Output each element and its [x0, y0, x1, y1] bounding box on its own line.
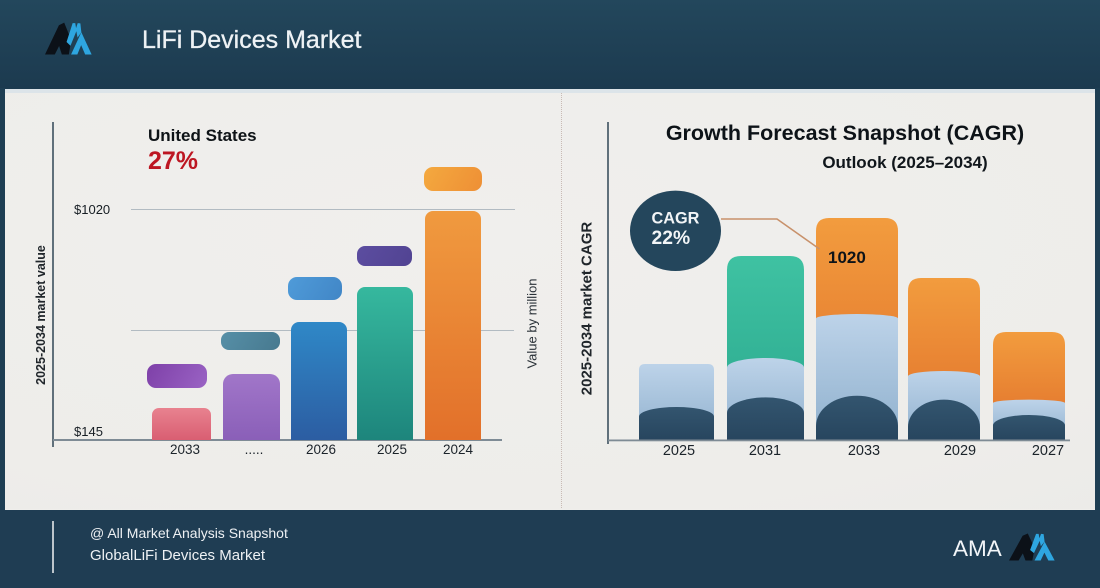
- svg-text:CAGR: CAGR: [652, 210, 700, 228]
- svg-text:22%: 22%: [652, 228, 691, 249]
